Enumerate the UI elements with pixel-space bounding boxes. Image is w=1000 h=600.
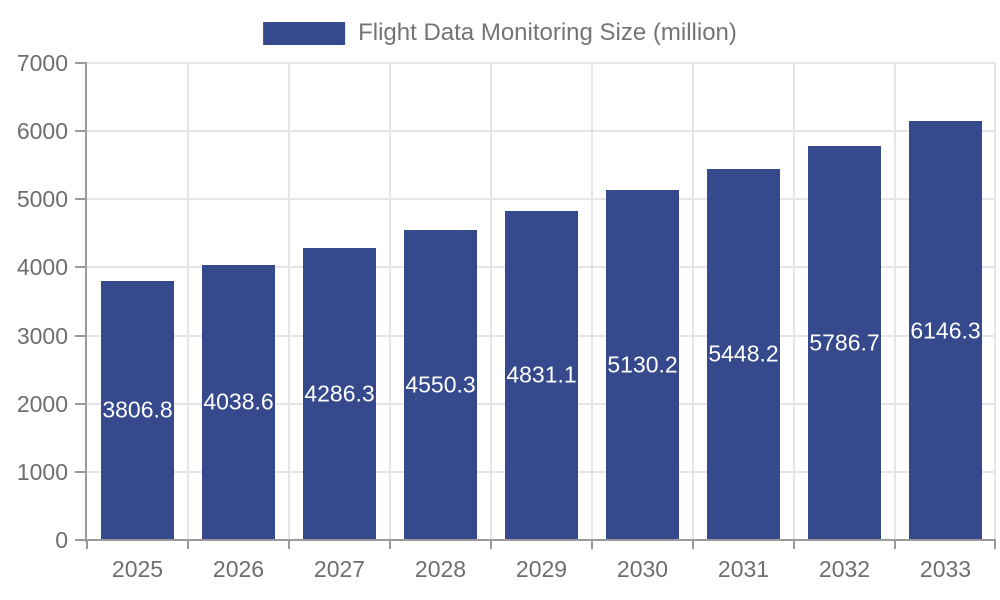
plot-area: 3806.8 4038.6 4286.3 4550.3 4831.1 5130.2 5448… [87, 62, 996, 540]
gridline-vertical [187, 63, 189, 540]
x-tick-label: 2032 [818, 556, 871, 582]
bar-2029: 4831.1 [505, 210, 578, 540]
gridline-vertical [591, 63, 593, 540]
y-tick-label: 3000 [16, 322, 68, 349]
x-axis-tick [591, 540, 593, 549]
y-axis-tick [75, 266, 87, 269]
bar-2031: 5448.2 [707, 168, 780, 540]
bar-value-label: 4831.1 [506, 361, 577, 388]
gridline-vertical [692, 63, 694, 540]
gridline-horizontal [87, 130, 996, 133]
legend[interactable]: Flight Data Monitoring Size (million) [263, 19, 737, 47]
legend-swatch [263, 21, 346, 45]
x-axis-tick [994, 540, 996, 549]
x-axis-tick [490, 540, 492, 549]
x-axis-tick [389, 540, 391, 549]
y-tick-label: 6000 [16, 118, 68, 145]
y-axis-tick [75, 539, 87, 541]
y-axis-tick [75, 402, 87, 405]
gridline-vertical [389, 63, 391, 540]
bar-2032: 5786.7 [808, 145, 881, 540]
gridline-vertical [288, 63, 290, 540]
gridline-horizontal [87, 198, 996, 201]
y-axis-tick [75, 130, 87, 133]
x-tick-label: 2025 [111, 556, 164, 582]
x-axis-tick [692, 540, 694, 549]
y-axis-tick [75, 62, 87, 64]
y-axis-tick [75, 334, 87, 337]
bar-value-label: 6146.3 [910, 317, 981, 344]
x-axis-tick [894, 540, 896, 549]
bar-value-label: 5786.7 [809, 329, 880, 356]
x-tick-label: 2033 [919, 556, 972, 582]
x-tick-label: 2028 [414, 556, 467, 582]
y-tick-label: 2000 [16, 390, 68, 417]
bar-value-label: 4550.3 [405, 371, 476, 398]
bar-2026: 4038.6 [202, 264, 275, 540]
bar-value-label: 3806.8 [102, 396, 173, 423]
legend-label: Flight Data Monitoring Size (million) [358, 19, 737, 46]
x-tick-label: 2026 [212, 556, 265, 582]
bar-value-label: 5448.2 [708, 340, 779, 367]
bar-2028: 4550.3 [404, 229, 477, 540]
x-axis-line [85, 539, 996, 541]
x-axis-tick [86, 540, 88, 549]
y-axis-tick [75, 198, 87, 201]
gridline-vertical [793, 63, 795, 540]
x-tick-label: 2029 [515, 556, 568, 582]
x-axis-tick [793, 540, 795, 549]
y-tick-label: 5000 [16, 186, 68, 213]
x-axis-tick [288, 540, 290, 549]
y-tick-label: 4000 [16, 254, 68, 281]
x-tick-label: 2031 [717, 556, 770, 582]
bar-value-label: 5130.2 [607, 351, 678, 378]
y-axis-line [85, 63, 87, 542]
x-tick-label: 2030 [616, 556, 669, 582]
y-tick-label: 1000 [16, 458, 68, 485]
y-axis-tick [75, 470, 87, 473]
bar-value-label: 4286.3 [304, 380, 375, 407]
gridline-horizontal [87, 62, 996, 64]
bar-2027: 4286.3 [303, 247, 376, 540]
bar-2025: 3806.8 [101, 280, 174, 540]
gridline-vertical [894, 63, 896, 540]
y-tick-label: 7000 [16, 50, 68, 76]
gridline-vertical [994, 63, 996, 540]
gridline-vertical [490, 63, 492, 540]
y-tick-label: 0 [55, 527, 68, 553]
bar-2030: 5130.2 [606, 190, 679, 540]
bar-2033: 6146.3 [909, 121, 982, 540]
bar-value-label: 4038.6 [203, 388, 274, 415]
x-tick-label: 2027 [313, 556, 366, 582]
x-axis-tick [187, 540, 189, 549]
